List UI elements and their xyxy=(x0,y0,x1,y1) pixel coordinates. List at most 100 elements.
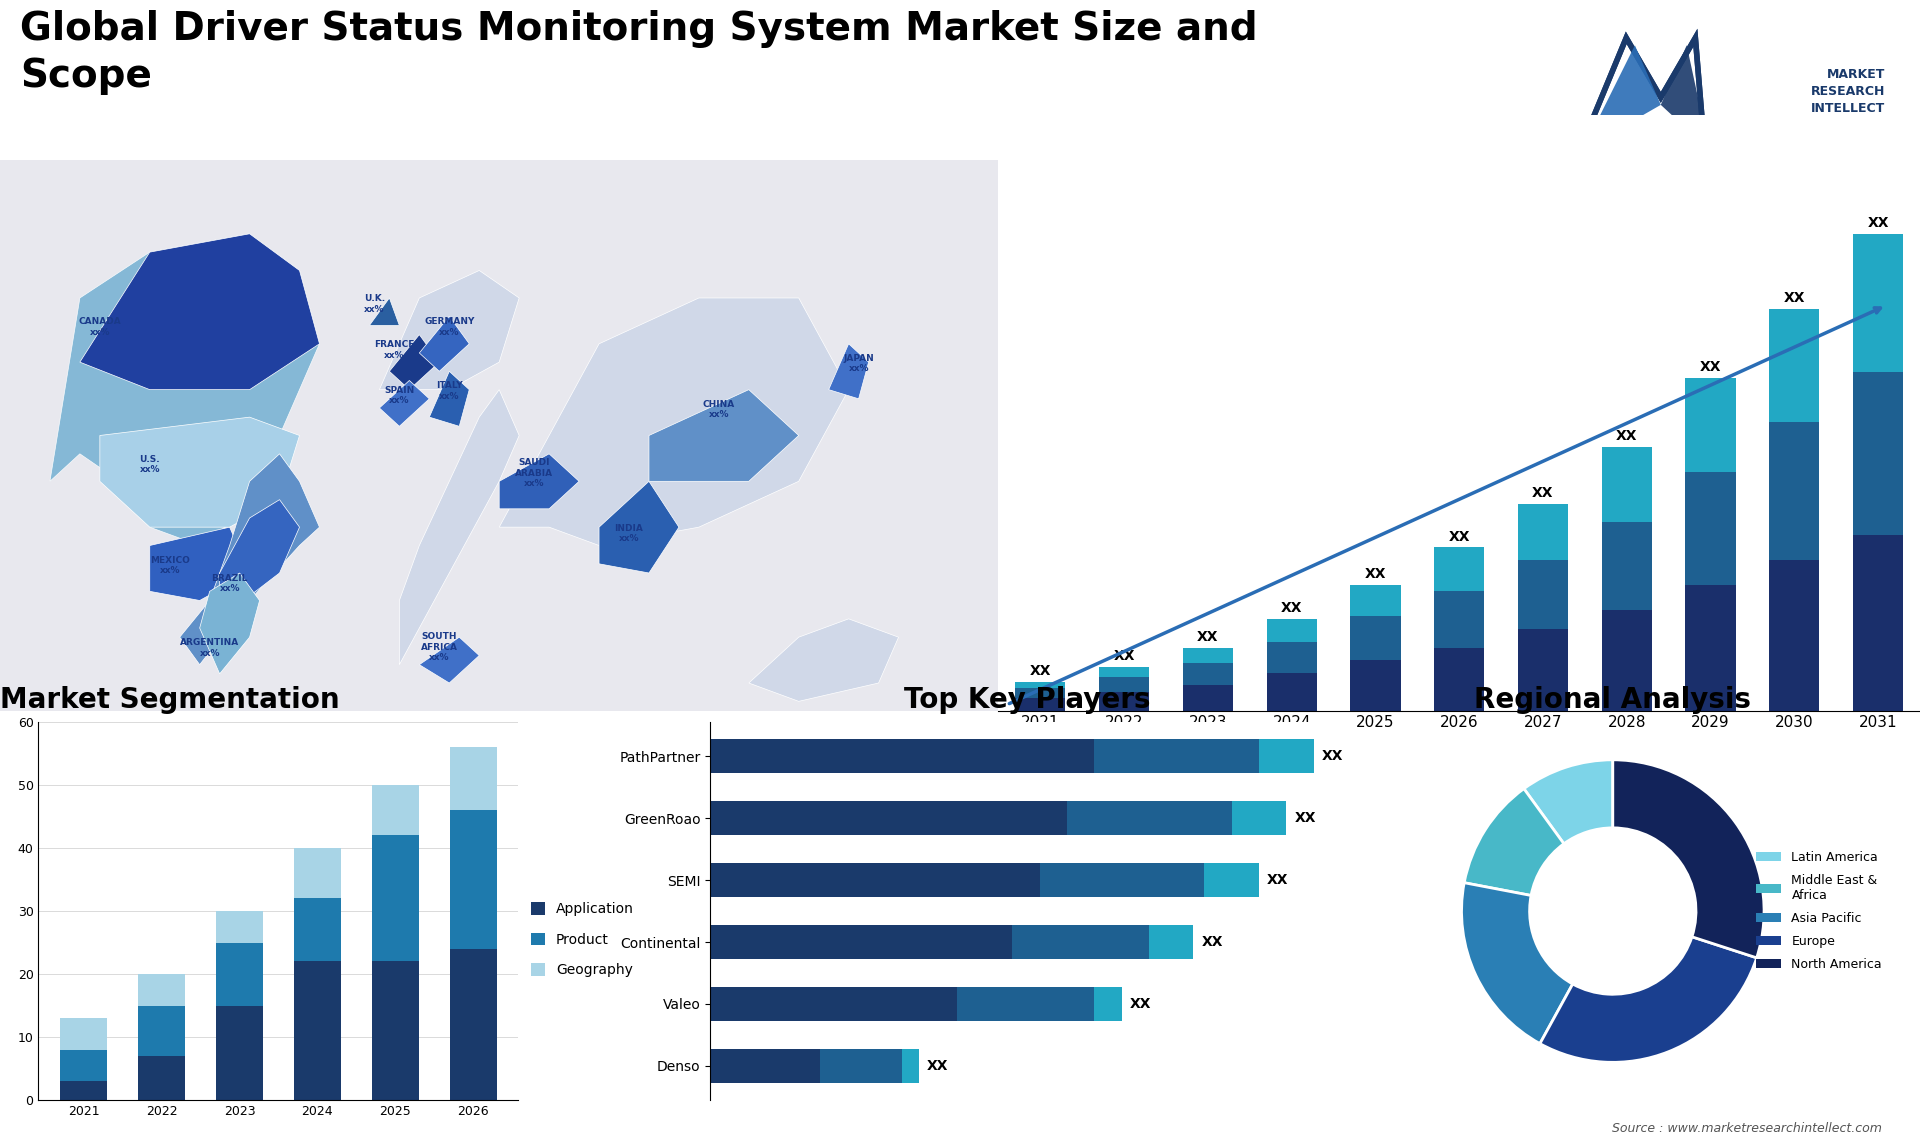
Bar xyxy=(902,1049,920,1083)
Bar xyxy=(1686,472,1736,586)
Text: XX: XX xyxy=(1868,215,1889,230)
Wedge shape xyxy=(1465,788,1565,895)
Bar xyxy=(217,1006,263,1100)
Bar xyxy=(1519,560,1569,629)
Polygon shape xyxy=(1661,45,1709,149)
Bar xyxy=(1231,801,1286,835)
Bar xyxy=(1098,667,1150,676)
Bar xyxy=(1434,647,1484,711)
Legend: Latin America, Middle East &
Africa, Asia Pacific, Europe, North America: Latin America, Middle East & Africa, Asi… xyxy=(1751,846,1887,976)
Bar xyxy=(1260,739,1313,774)
Text: SPAIN
xx%: SPAIN xx% xyxy=(384,386,415,406)
Bar xyxy=(449,810,497,949)
Polygon shape xyxy=(369,298,399,325)
Text: XX: XX xyxy=(1323,749,1344,763)
Bar xyxy=(1853,371,1903,535)
Bar xyxy=(1183,662,1233,685)
Polygon shape xyxy=(430,371,468,426)
Text: ARGENTINA
xx%: ARGENTINA xx% xyxy=(180,638,240,658)
Text: SOUTH
AFRICA
xx%: SOUTH AFRICA xx% xyxy=(420,633,457,662)
Bar xyxy=(1016,682,1066,688)
Text: XX: XX xyxy=(1029,664,1050,678)
Text: U.S.
xx%: U.S. xx% xyxy=(140,455,159,474)
Bar xyxy=(1601,447,1651,523)
Text: Global Driver Status Monitoring System Market Size and
Scope: Global Driver Status Monitoring System M… xyxy=(19,10,1258,95)
Bar xyxy=(294,961,340,1100)
Polygon shape xyxy=(749,619,899,701)
Bar xyxy=(958,987,1094,1021)
Bar xyxy=(138,974,184,1006)
Bar xyxy=(60,1018,108,1050)
Bar xyxy=(710,1049,820,1083)
Bar xyxy=(1686,378,1736,472)
Text: XX: XX xyxy=(1784,291,1805,305)
Bar xyxy=(1686,586,1736,711)
Bar xyxy=(1768,309,1820,422)
Polygon shape xyxy=(200,573,259,674)
Bar xyxy=(138,1057,184,1100)
Text: XX: XX xyxy=(1267,873,1288,887)
Polygon shape xyxy=(419,637,480,683)
Polygon shape xyxy=(390,335,440,390)
Text: XX: XX xyxy=(927,1059,948,1073)
Bar xyxy=(1601,610,1651,711)
Text: XX: XX xyxy=(1281,602,1302,615)
Bar xyxy=(1094,987,1121,1021)
Bar xyxy=(1267,619,1317,642)
Bar xyxy=(1150,925,1192,959)
Text: XX: XX xyxy=(1617,430,1638,444)
Text: XX: XX xyxy=(1294,811,1315,825)
Legend: Application, Product, Geography: Application, Product, Geography xyxy=(526,896,639,983)
Bar xyxy=(1434,548,1484,591)
Text: FRANCE
xx%: FRANCE xx% xyxy=(374,340,415,360)
Wedge shape xyxy=(1540,936,1757,1062)
Bar xyxy=(1768,560,1820,711)
Polygon shape xyxy=(380,380,430,426)
Polygon shape xyxy=(100,417,300,527)
Polygon shape xyxy=(380,270,518,390)
Bar xyxy=(820,1049,902,1083)
Wedge shape xyxy=(1524,760,1613,843)
Wedge shape xyxy=(1613,760,1764,958)
Bar xyxy=(60,1082,108,1100)
Bar xyxy=(1853,535,1903,711)
Text: BRAZIL
xx%: BRAZIL xx% xyxy=(211,574,248,594)
Text: ITALY
xx%: ITALY xx% xyxy=(436,382,463,401)
Bar xyxy=(1350,586,1400,617)
Title: Top Key Players: Top Key Players xyxy=(904,686,1150,714)
Polygon shape xyxy=(499,454,580,509)
Bar xyxy=(217,911,263,942)
Bar xyxy=(710,925,1012,959)
Text: XX: XX xyxy=(1196,630,1219,644)
Polygon shape xyxy=(81,234,319,390)
Bar xyxy=(60,1050,108,1082)
Polygon shape xyxy=(829,344,868,399)
Polygon shape xyxy=(180,454,319,665)
Polygon shape xyxy=(599,481,680,573)
Text: XX: XX xyxy=(1202,935,1223,949)
Polygon shape xyxy=(150,527,250,601)
Bar xyxy=(449,949,497,1100)
Text: MARKET
RESEARCH
INTELLECT: MARKET RESEARCH INTELLECT xyxy=(1811,68,1885,115)
Text: SAUDI
ARABIA
xx%: SAUDI ARABIA xx% xyxy=(515,458,553,488)
Text: U.K.
xx%: U.K. xx% xyxy=(363,295,386,314)
Bar xyxy=(294,848,340,898)
Bar xyxy=(1853,234,1903,371)
Text: INDIA
xx%: INDIA xx% xyxy=(614,524,643,543)
Polygon shape xyxy=(499,298,849,545)
Bar xyxy=(1350,617,1400,660)
Bar xyxy=(1039,863,1204,897)
Bar xyxy=(449,747,497,810)
Bar xyxy=(1098,676,1150,692)
Bar xyxy=(1204,863,1260,897)
Bar xyxy=(1267,642,1317,673)
Bar xyxy=(372,785,419,835)
Text: MEXICO
xx%: MEXICO xx% xyxy=(150,556,190,575)
Bar xyxy=(710,987,958,1021)
Bar xyxy=(1183,685,1233,711)
Bar xyxy=(1434,591,1484,647)
Bar xyxy=(372,835,419,961)
Polygon shape xyxy=(419,316,468,371)
Bar xyxy=(1183,647,1233,662)
Title: Regional Analysis: Regional Analysis xyxy=(1475,686,1751,714)
